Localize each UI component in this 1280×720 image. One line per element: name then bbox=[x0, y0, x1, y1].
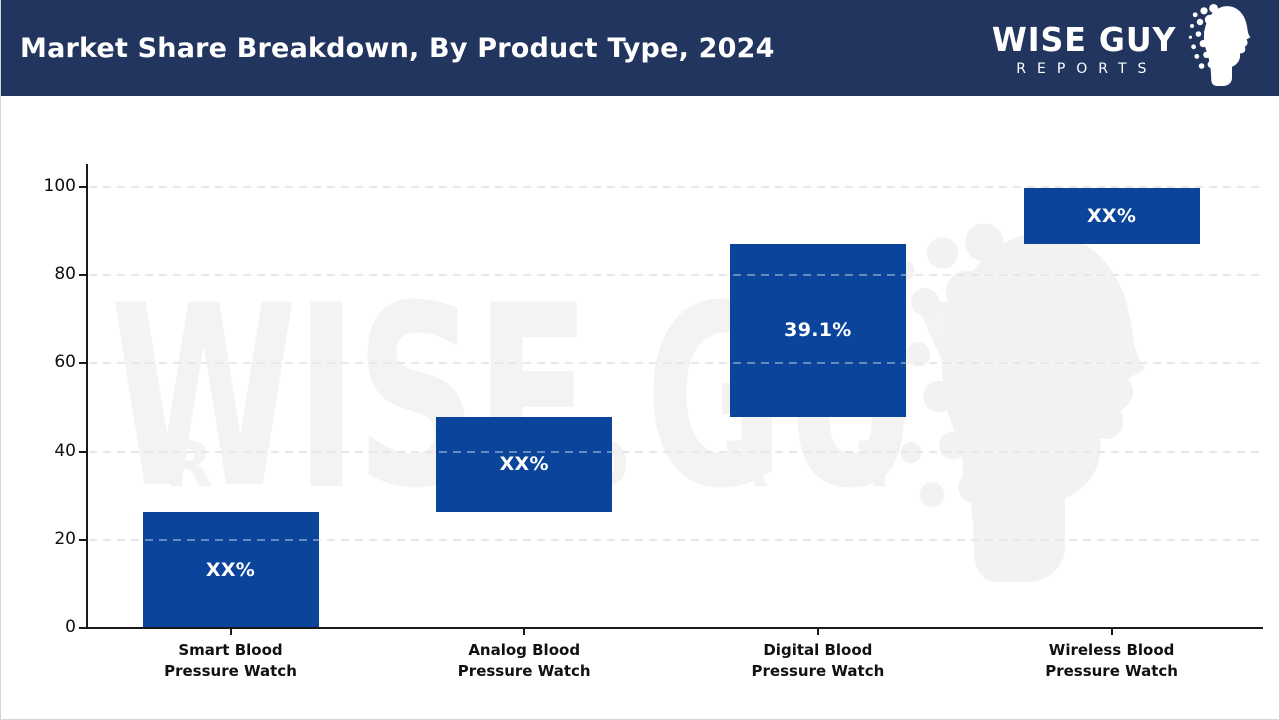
y-tick-mark bbox=[79, 186, 86, 188]
watermark-face-icon bbox=[855, 212, 1205, 606]
category-label: Analog Blood Pressure Watch bbox=[404, 640, 644, 682]
gridline bbox=[89, 274, 1263, 277]
category-label: Smart Blood Pressure Watch bbox=[111, 640, 351, 682]
header-bar: Market Share Breakdown, By Product Type,… bbox=[0, 0, 1280, 96]
brand-wordmark: WISE GUY bbox=[991, 19, 1177, 59]
y-tick-mark bbox=[79, 274, 86, 277]
category-label: Digital Blood Pressure Watch bbox=[698, 640, 938, 682]
bar-value-label: 39.1% bbox=[784, 319, 852, 342]
gridline-overlay bbox=[89, 450, 1263, 453]
bar-value-label: XX% bbox=[205, 558, 256, 581]
gridline bbox=[89, 362, 1263, 365]
face-logo-icon bbox=[1182, 2, 1266, 94]
bar-value-label: XX% bbox=[499, 453, 549, 476]
page-title: Market Share Breakdown, By Product Type,… bbox=[20, 32, 775, 64]
y-tick-label: 60 bbox=[54, 352, 76, 373]
brand-text: WISE GUY REPORTS bbox=[988, 20, 1180, 77]
y-tick-mark bbox=[79, 627, 86, 629]
bar: XX% bbox=[436, 416, 613, 513]
gridline-overlay bbox=[89, 362, 1263, 365]
x-axis-line bbox=[86, 627, 1263, 629]
gridline bbox=[89, 538, 1263, 541]
x-tick-mark bbox=[523, 629, 526, 635]
brand-subtitle: REPORTS bbox=[1016, 60, 1158, 77]
category-label-line2: Pressure Watch bbox=[457, 662, 591, 680]
gridline bbox=[89, 450, 1263, 453]
bar: 39.1% bbox=[729, 244, 906, 417]
x-tick-mark bbox=[229, 629, 232, 635]
gridline-overlay bbox=[89, 274, 1263, 277]
y-axis-line bbox=[86, 164, 88, 629]
bar-value-label: XX% bbox=[1086, 205, 1137, 228]
y-tick-label: 0 bbox=[65, 617, 76, 637]
y-tick-label: 20 bbox=[54, 528, 76, 549]
gridline-overlay bbox=[89, 538, 1263, 541]
gridline-overlay bbox=[89, 186, 1263, 188]
y-tick-mark bbox=[79, 538, 86, 541]
brand-logo: WISE GUY REPORTS bbox=[988, 2, 1266, 94]
gridline bbox=[89, 186, 1263, 188]
y-tick-label: 80 bbox=[54, 264, 76, 285]
category-label: Wireless Blood Pressure Watch bbox=[992, 640, 1232, 682]
category-label-line2: Pressure Watch bbox=[751, 662, 885, 680]
bar: XX% bbox=[142, 512, 319, 627]
y-tick-label: 40 bbox=[54, 440, 76, 461]
x-tick-mark bbox=[1110, 629, 1113, 635]
y-tick-mark bbox=[79, 450, 86, 453]
y-tick-mark bbox=[79, 362, 86, 365]
bar: XX% bbox=[1023, 188, 1200, 245]
category-label-line2: Pressure Watch bbox=[1045, 662, 1178, 680]
x-tick-mark bbox=[816, 629, 819, 635]
category-label-line2: Pressure Watch bbox=[164, 662, 297, 680]
logo-dots bbox=[1188, 4, 1226, 76]
y-tick-label: 100 bbox=[43, 176, 76, 196]
